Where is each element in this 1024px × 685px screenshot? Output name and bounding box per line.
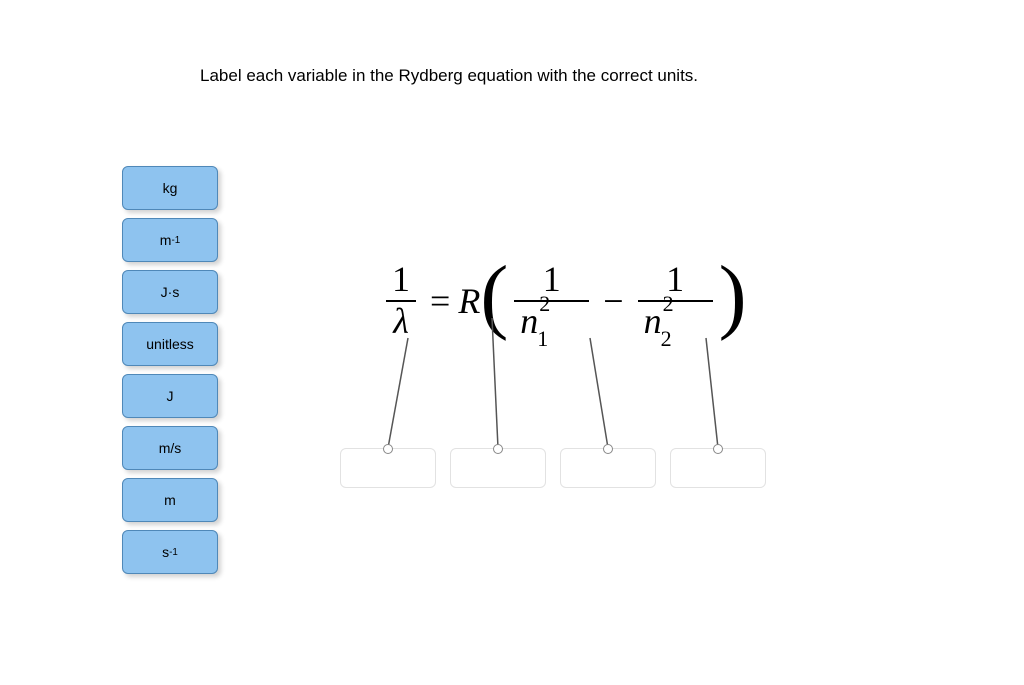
answer-tile[interactable]: J [122, 374, 218, 418]
numerator-one: 1 [386, 260, 416, 300]
pin-icon [713, 444, 723, 454]
dropzone[interactable] [560, 448, 656, 488]
answer-tile[interactable]: m/s [122, 426, 218, 470]
right-paren: ) [719, 267, 747, 326]
answer-bank: kg m-1 J·s unitless Jm/s m s-1 [122, 166, 218, 574]
r-constant: R [458, 280, 480, 322]
equals-sign: = [430, 280, 450, 322]
dropzone[interactable] [340, 448, 436, 488]
answer-tile[interactable]: unitless [122, 322, 218, 366]
answer-tile[interactable]: J·s [122, 270, 218, 314]
answer-tile[interactable]: m [122, 478, 218, 522]
fraction-n1: 1 n21 xx [514, 260, 589, 341]
answer-tile[interactable]: m-1 [122, 218, 218, 262]
lambda-symbol: λ [387, 302, 415, 342]
answer-tile[interactable]: s-1 [122, 530, 218, 574]
dropzone[interactable] [450, 448, 546, 488]
n2-squared: n22 xx [638, 302, 713, 342]
pin-icon [383, 444, 393, 454]
instruction-text: Label each variable in the Rydberg equat… [200, 66, 698, 86]
fraction-n2: 1 n22 xx [638, 260, 713, 341]
n1-squared: n21 xx [514, 302, 589, 342]
left-paren: ( [480, 267, 508, 326]
pin-icon [493, 444, 503, 454]
dropzone-row [340, 448, 766, 488]
rydberg-equation: 1 λ = R ( 1 n21 xx − 1 n22 xx ) [380, 260, 747, 341]
dropzone[interactable] [670, 448, 766, 488]
pin-icon [603, 444, 613, 454]
fraction-lambda: 1 λ [386, 260, 416, 341]
answer-tile[interactable]: kg [122, 166, 218, 210]
minus-sign: − [603, 280, 623, 322]
